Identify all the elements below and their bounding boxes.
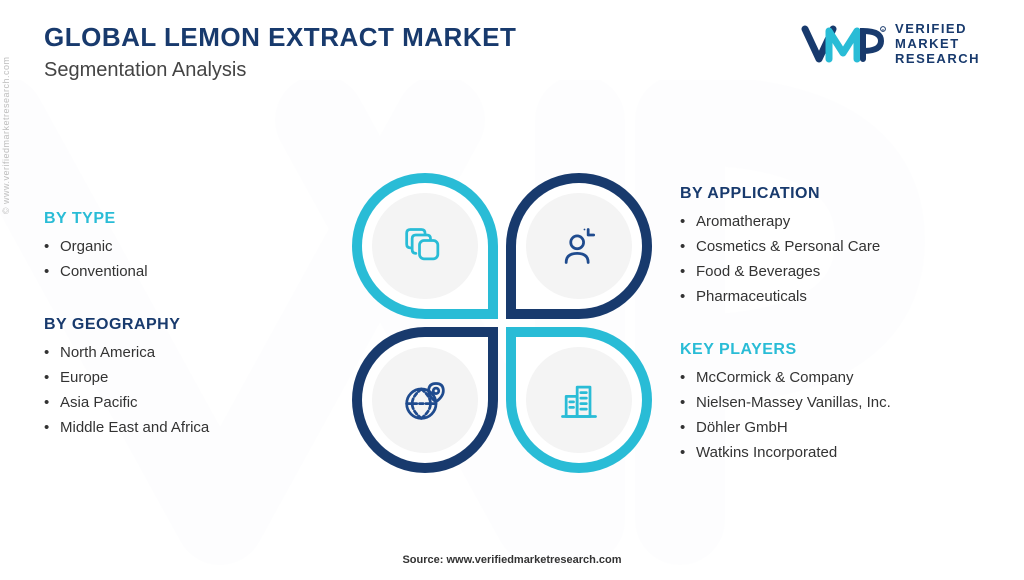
segment-geography-list: North America Europe Asia Pacific Middle Ea… xyxy=(44,344,324,436)
list-item: Europe xyxy=(44,369,324,386)
segment-keyplayers-list: McCormick & Company Nielsen-Massey Vanill… xyxy=(680,369,980,461)
segment-geography-title: BY GEOGRAPHY xyxy=(44,316,324,334)
petal-type xyxy=(352,173,498,319)
logo-text-1: VERIFIED xyxy=(895,22,980,37)
content: BY TYPE Organic Conventional BY GEOGRAPHY… xyxy=(44,110,980,536)
list-item: Nielsen-Massey Vanillas, Inc. xyxy=(680,394,980,411)
segment-geography: BY GEOGRAPHY North America Europe Asia Pac… xyxy=(44,316,324,436)
list-item: Asia Pacific xyxy=(44,394,324,411)
petal-diagram xyxy=(352,173,652,473)
segment-type: BY TYPE Organic Conventional xyxy=(44,210,324,280)
list-item: Watkins Incorporated xyxy=(680,444,980,461)
left-column: BY TYPE Organic Conventional BY GEOGRAPHY… xyxy=(44,210,324,436)
person-icon xyxy=(557,224,601,268)
buildings-icon xyxy=(557,378,601,422)
petal-keyplayers xyxy=(506,327,652,473)
list-item: Döhler GmbH xyxy=(680,419,980,436)
list-item: Middle East and Africa xyxy=(44,419,324,436)
petal-application xyxy=(506,173,652,319)
list-item: Conventional xyxy=(44,263,324,280)
page-title: GLOBAL LEMON EXTRACT MARKET xyxy=(44,22,516,53)
segment-type-title: BY TYPE xyxy=(44,210,324,228)
list-item: Food & Beverages xyxy=(680,263,980,280)
list-item: North America xyxy=(44,344,324,361)
header: GLOBAL LEMON EXTRACT MARKET Segmentation… xyxy=(44,22,980,82)
list-item: Pharmaceuticals xyxy=(680,288,980,305)
layers-icon xyxy=(403,224,447,268)
logo-text-3: RESEARCH xyxy=(895,52,980,67)
right-column: BY APPLICATION Aromatherapy Cosmetics & P… xyxy=(680,185,980,461)
vmr-logo: R VERIFIED MARKET RESEARCH xyxy=(801,22,980,67)
segment-type-list: Organic Conventional xyxy=(44,238,324,280)
list-item: Organic xyxy=(44,238,324,255)
footer-source: Source: www.verifiedmarketresearch.com xyxy=(0,554,1024,566)
segment-keyplayers-title: KEY PLAYERS xyxy=(680,341,980,359)
list-item: Aromatherapy xyxy=(680,213,980,230)
list-item: McCormick & Company xyxy=(680,369,980,386)
globe-pin-icon xyxy=(403,378,447,422)
side-watermark: © www.verifiedmarketresearch.com xyxy=(1,56,11,214)
list-item: Cosmetics & Personal Care xyxy=(680,238,980,255)
petal-geography xyxy=(352,327,498,473)
page-subtitle: Segmentation Analysis xyxy=(44,59,516,82)
segment-keyplayers: KEY PLAYERS McCormick & Company Nielsen-M… xyxy=(680,341,980,461)
logo-text-2: MARKET xyxy=(895,37,980,52)
segment-application-list: Aromatherapy Cosmetics & Personal Care Foo… xyxy=(680,213,980,305)
segment-application: BY APPLICATION Aromatherapy Cosmetics & P… xyxy=(680,185,980,305)
segment-application-title: BY APPLICATION xyxy=(680,185,980,203)
